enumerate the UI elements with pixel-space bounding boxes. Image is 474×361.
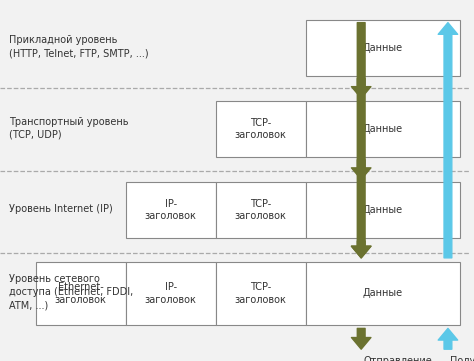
- Text: Ethernet-
заголовок: Ethernet- заголовок: [55, 282, 107, 305]
- Text: Транспортный уровень
(TCP, UDP): Транспортный уровень (TCP, UDP): [9, 117, 129, 140]
- FancyBboxPatch shape: [216, 182, 306, 238]
- FancyBboxPatch shape: [306, 20, 460, 76]
- FancyBboxPatch shape: [216, 262, 306, 325]
- Text: Уровень сетевого
доступа (Ethernet, FDDI,
ATM, ...): Уровень сетевого доступа (Ethernet, FDDI…: [9, 274, 134, 310]
- Text: IP-
заголовок: IP- заголовок: [145, 282, 197, 305]
- FancyBboxPatch shape: [306, 101, 460, 157]
- Text: Данные: Данные: [363, 124, 403, 134]
- FancyBboxPatch shape: [126, 182, 216, 238]
- Text: TCP-
заголовок: TCP- заголовок: [235, 118, 287, 140]
- Text: Данные: Данные: [363, 43, 403, 53]
- FancyBboxPatch shape: [216, 101, 306, 157]
- FancyBboxPatch shape: [126, 262, 216, 325]
- FancyBboxPatch shape: [306, 262, 460, 325]
- Text: Уровень Internet (IP): Уровень Internet (IP): [9, 204, 113, 214]
- Text: Прикладной уровень
(HTTP, Telnet, FTP, SMTP, ...): Прикладной уровень (HTTP, Telnet, FTP, S…: [9, 35, 149, 58]
- Text: Получение
пакета: Получение пакета: [450, 356, 474, 361]
- Text: Данные: Данные: [363, 288, 403, 298]
- FancyBboxPatch shape: [36, 262, 126, 325]
- FancyBboxPatch shape: [306, 182, 460, 238]
- Text: IP-
заголовок: IP- заголовок: [145, 199, 197, 222]
- Text: Данные: Данные: [363, 205, 403, 215]
- Text: TCP-
заголовок: TCP- заголовок: [235, 199, 287, 222]
- Text: Отправление
пакета: Отправление пакета: [364, 356, 432, 361]
- Text: TCP-
заголовок: TCP- заголовок: [235, 282, 287, 305]
